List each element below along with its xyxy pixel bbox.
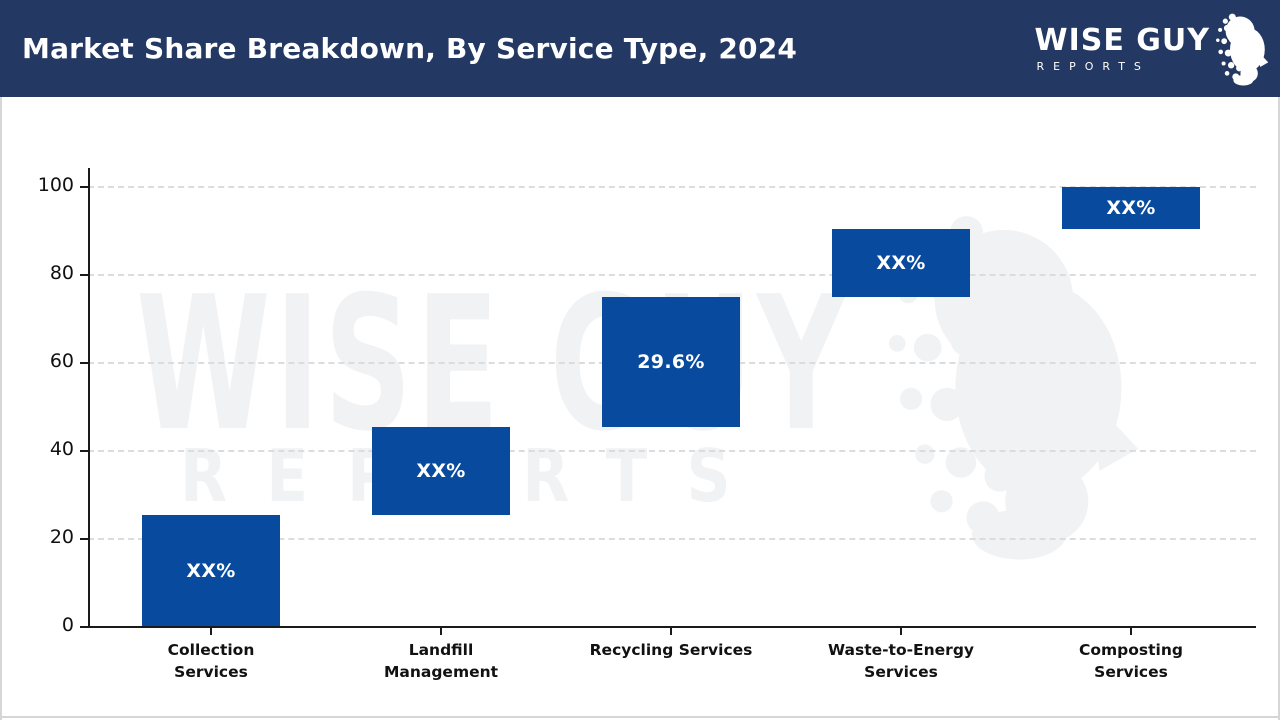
wiseguy-logo: WISE GUY REPORTS	[1034, 10, 1270, 88]
header-band: Market Share Breakdown, By Service Type,…	[0, 0, 1280, 97]
logo-reports-text: REPORTS	[1036, 60, 1150, 73]
logo-text: WISE GUY REPORTS	[1034, 23, 1210, 74]
gridline-80	[88, 274, 1256, 276]
gridline-20	[88, 538, 1256, 540]
category-label: Collection Services	[167, 641, 255, 681]
category-label: Composting Services	[1079, 641, 1183, 681]
y-tick-label: 80	[49, 262, 74, 284]
category-label: Waste-to-Energy Services	[827, 641, 975, 681]
bar-segment: XX%	[1062, 187, 1200, 229]
y-tick-label: 20	[49, 526, 74, 548]
y-axis	[88, 168, 90, 628]
bar-value-label: XX%	[186, 559, 236, 582]
y-tick-20	[80, 538, 88, 540]
page-title: Market Share Breakdown, By Service Type,…	[22, 32, 798, 65]
bar-value-label: XX%	[416, 460, 466, 482]
x-tick	[210, 627, 212, 635]
bar-segment: XX%	[832, 228, 970, 297]
y-tick-label: 40	[49, 438, 74, 460]
page-border-right	[1278, 97, 1280, 720]
x-axis	[88, 626, 1256, 628]
page-border-bottom	[0, 716, 1280, 718]
bar-value-label: XX%	[1106, 196, 1156, 219]
x-tick	[1130, 627, 1132, 635]
bar-segment: 29.6%	[602, 297, 740, 428]
gridline-40	[88, 450, 1256, 452]
y-tick-80	[80, 274, 88, 276]
x-tick	[900, 627, 902, 635]
y-tick-0	[80, 626, 88, 628]
x-tick	[670, 627, 672, 635]
category-label: Recycling Services	[589, 641, 753, 659]
bar-value-label: 29.6%	[637, 351, 705, 374]
y-tick-40	[80, 450, 88, 452]
gridline-100	[88, 186, 1256, 188]
logo-head-icon	[1212, 10, 1270, 88]
bar-value-label: XX%	[876, 251, 926, 274]
y-tick-label: 60	[49, 350, 74, 372]
bar-segment: XX%	[372, 427, 510, 515]
bar-segment: XX%	[142, 514, 280, 627]
logo-wordmark: WISE GUY	[1034, 23, 1210, 58]
page-border-left	[0, 97, 2, 720]
category-label: Landfill Management	[383, 641, 499, 681]
y-tick-100	[80, 186, 88, 188]
y-tick-label: 0	[61, 614, 74, 636]
y-tick-60	[80, 362, 88, 364]
y-tick-label: 100	[37, 174, 74, 196]
x-tick	[440, 627, 442, 635]
